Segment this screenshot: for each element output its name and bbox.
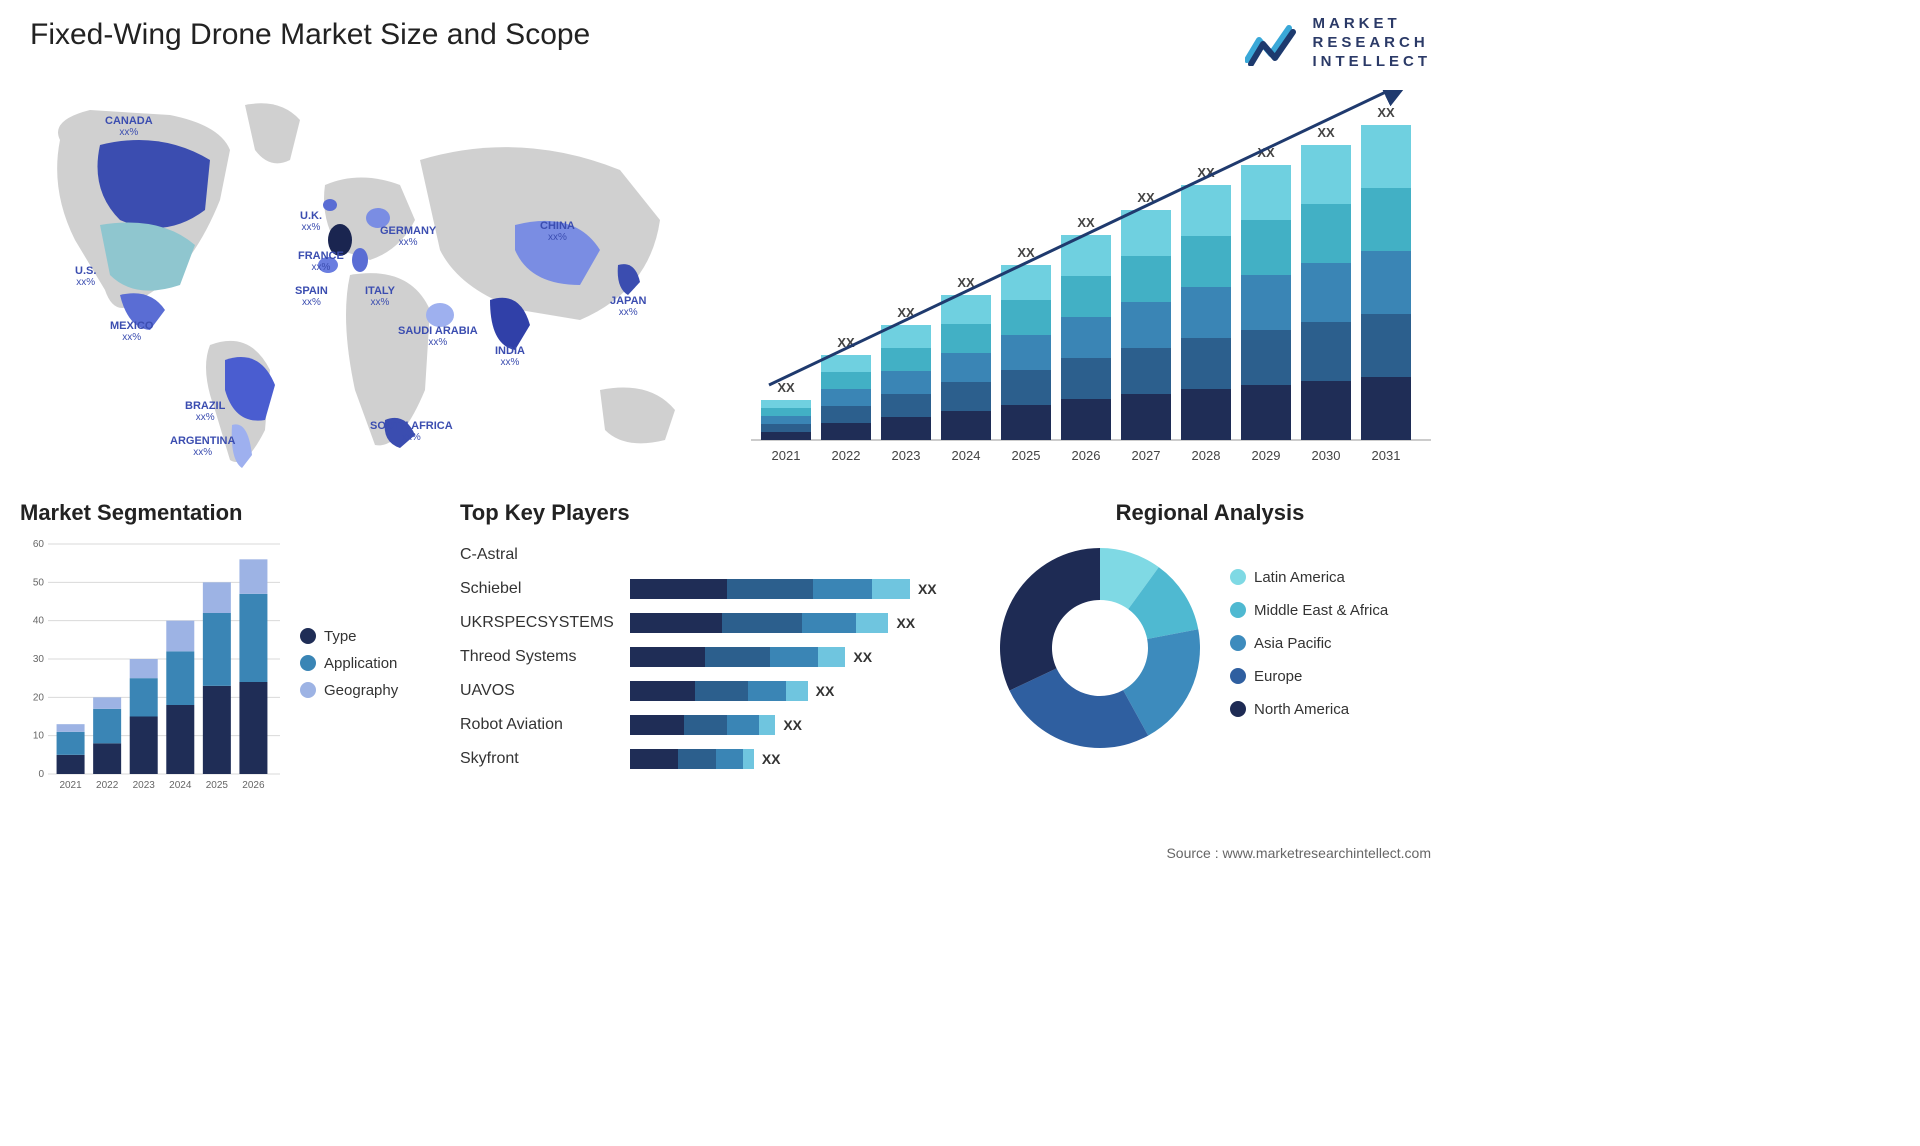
segmentation-title: Market Segmentation [20, 500, 440, 526]
svg-text:2026: 2026 [242, 780, 265, 791]
segmentation-chart: 0 10 20 30 40 50 60 2021 2022 2023 2024 2025 2026 [20, 538, 280, 798]
player-row: SchiebelXX [460, 572, 960, 606]
map-country-label: SPAINxx% [295, 285, 328, 308]
page-title: Fixed-Wing Drone Market Size and Scope [30, 18, 590, 52]
svg-text:50: 50 [33, 577, 45, 588]
regional-legend-item: North America [1230, 701, 1388, 718]
map-country-label: JAPANxx% [610, 295, 646, 318]
svg-text:2021: 2021 [59, 780, 82, 791]
players-panel: Top Key Players C-AstralSchiebelXXUKRSPE… [460, 500, 960, 840]
player-row: SkyfrontXX [460, 742, 960, 776]
svg-text:2024: 2024 [169, 780, 192, 791]
map-country-label: FRANCExx% [298, 250, 344, 273]
map-country-label: SAUDI ARABIAxx% [398, 325, 478, 348]
players-title: Top Key Players [460, 500, 960, 526]
regional-donut-chart [990, 538, 1210, 758]
svg-text:XX: XX [1317, 125, 1335, 140]
svg-text:2025: 2025 [206, 780, 229, 791]
map-country-label: U.K.xx% [300, 210, 322, 233]
regional-legend-item: Latin America [1230, 569, 1388, 586]
world-map-chart: CANADAxx% U.S.xx% MEXICOxx% BRAZILxx% ARGENT… [20, 90, 720, 480]
svg-text:2026: 2026 [1072, 448, 1101, 463]
segmentation-legend-item: Type [300, 628, 398, 645]
svg-text:2021: 2021 [772, 448, 801, 463]
map-country-label: BRAZILxx% [185, 400, 225, 423]
svg-text:XX: XX [777, 380, 795, 395]
segmentation-panel: Market Segmentation 0 10 20 30 40 50 60 2021 202… [20, 500, 440, 840]
growth-bar-chart: 2021XX2022XX2023XX2024XX2025XX2026XX2027… [751, 90, 1431, 480]
map-country-label: ARGENTINAxx% [170, 435, 235, 458]
svg-text:2025: 2025 [1012, 448, 1041, 463]
segmentation-legend: Type Application Geography [300, 538, 398, 798]
player-row: UKRSPECSYSTEMSXX [460, 606, 960, 640]
svg-text:40: 40 [33, 616, 45, 627]
regional-legend: Latin America Middle East & Africa Asia Pa… [1230, 569, 1388, 728]
svg-text:XX: XX [1377, 105, 1395, 120]
map-country-label: U.S.xx% [75, 265, 96, 288]
logo-line-2: RESEARCH [1313, 34, 1432, 53]
svg-text:2029: 2029 [1252, 448, 1281, 463]
svg-text:XX: XX [1017, 245, 1035, 260]
map-country-label: CANADAxx% [105, 115, 153, 138]
svg-text:2023: 2023 [133, 780, 156, 791]
map-country-label: INDIAxx% [495, 345, 525, 368]
svg-text:2031: 2031 [1372, 448, 1401, 463]
segmentation-legend-item: Geography [300, 682, 398, 699]
regional-legend-item: Europe [1230, 668, 1388, 685]
regional-title: Regional Analysis [990, 500, 1430, 526]
svg-text:2027: 2027 [1132, 448, 1161, 463]
map-country-label: ITALYxx% [365, 285, 395, 308]
svg-text:XX: XX [1077, 215, 1095, 230]
regional-legend-item: Asia Pacific [1230, 635, 1388, 652]
brand-logo: MARKET RESEARCH INTELLECT [1245, 15, 1432, 71]
player-row: Robot AviationXX [460, 708, 960, 742]
regional-panel: Regional Analysis Latin America Middle Ea… [990, 500, 1430, 840]
segmentation-legend-item: Application [300, 655, 398, 672]
map-country-label: CHINAxx% [540, 220, 575, 243]
source-attribution: Source : www.marketresearchintellect.com [1166, 845, 1431, 861]
svg-text:2030: 2030 [1312, 448, 1341, 463]
logo-mark-icon [1245, 20, 1305, 66]
svg-text:0: 0 [38, 769, 44, 780]
logo-line-1: MARKET [1313, 15, 1432, 34]
svg-text:2023: 2023 [892, 448, 921, 463]
svg-text:2024: 2024 [952, 448, 981, 463]
player-row: Threod SystemsXX [460, 640, 960, 674]
svg-text:60: 60 [33, 539, 45, 550]
svg-text:2022: 2022 [96, 780, 119, 791]
player-row: C-Astral [460, 538, 960, 572]
svg-text:10: 10 [33, 731, 45, 742]
svg-text:20: 20 [33, 692, 45, 703]
map-country-label: MEXICOxx% [110, 320, 153, 343]
logo-line-3: INTELLECT [1313, 53, 1432, 72]
map-country-label: GERMANYxx% [380, 225, 436, 248]
logo-text: MARKET RESEARCH INTELLECT [1313, 15, 1432, 71]
map-country-label: SOUTH AFRICAxx% [370, 420, 453, 443]
svg-text:2028: 2028 [1192, 448, 1221, 463]
player-row: UAVOSXX [460, 674, 960, 708]
regional-legend-item: Middle East & Africa [1230, 602, 1388, 619]
svg-text:30: 30 [33, 654, 45, 665]
players-list: C-AstralSchiebelXXUKRSPECSYSTEMSXXThreod… [460, 538, 960, 776]
svg-text:2022: 2022 [832, 448, 861, 463]
